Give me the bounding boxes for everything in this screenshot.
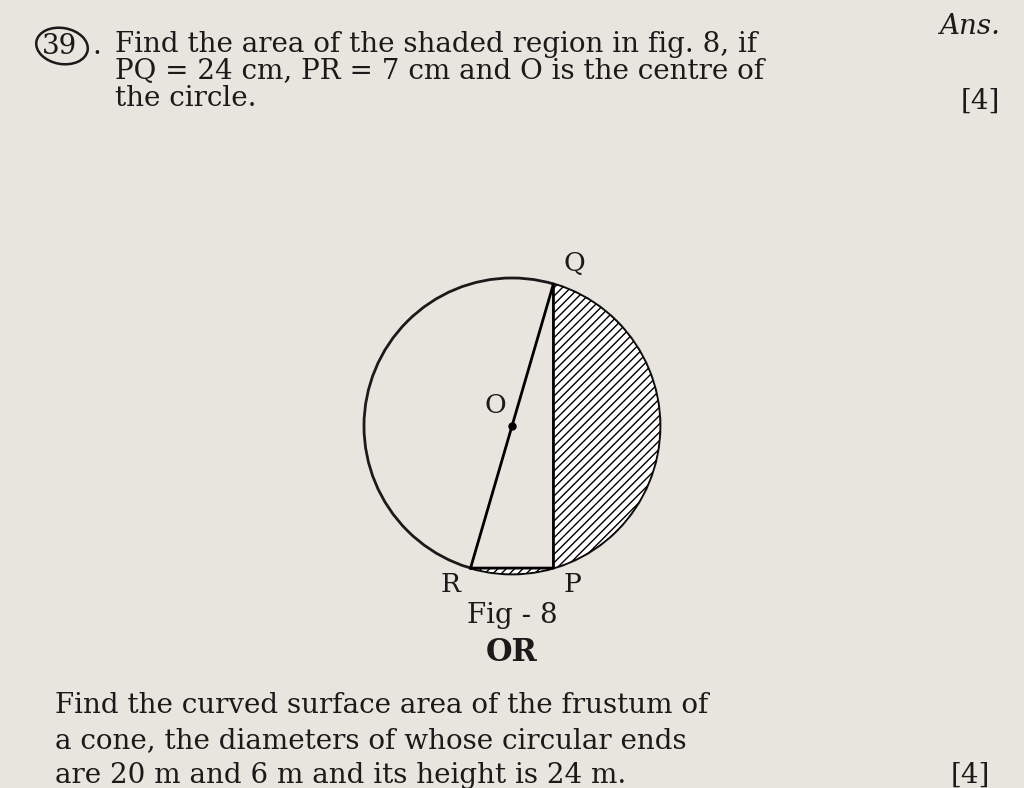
- Text: Q: Q: [563, 251, 585, 276]
- Text: are 20 m and 6 m and its height is 24 m.: are 20 m and 6 m and its height is 24 m.: [55, 762, 627, 788]
- Text: R: R: [440, 572, 461, 597]
- Text: P: P: [563, 572, 582, 597]
- Text: Fig - 8: Fig - 8: [467, 602, 557, 629]
- Text: PQ = 24 cm, PR = 7 cm and O is the centre of: PQ = 24 cm, PR = 7 cm and O is the centr…: [115, 58, 764, 85]
- Text: .: .: [92, 32, 101, 60]
- Polygon shape: [471, 568, 553, 574]
- Text: Ans.: Ans.: [939, 13, 1000, 40]
- Text: 39: 39: [42, 32, 78, 60]
- Text: O: O: [484, 393, 506, 418]
- Text: a cone, the diameters of whose circular ends: a cone, the diameters of whose circular …: [55, 727, 687, 754]
- Text: Find the curved surface area of the frustum of: Find the curved surface area of the frus…: [55, 692, 709, 719]
- Text: OR: OR: [486, 637, 538, 668]
- Polygon shape: [553, 284, 659, 568]
- Text: the circle.: the circle.: [115, 85, 256, 112]
- Text: Find the area of the shaded region in fig. 8, if: Find the area of the shaded region in fi…: [115, 31, 758, 58]
- Text: [4]: [4]: [961, 88, 1000, 115]
- Text: [4]: [4]: [950, 762, 990, 788]
